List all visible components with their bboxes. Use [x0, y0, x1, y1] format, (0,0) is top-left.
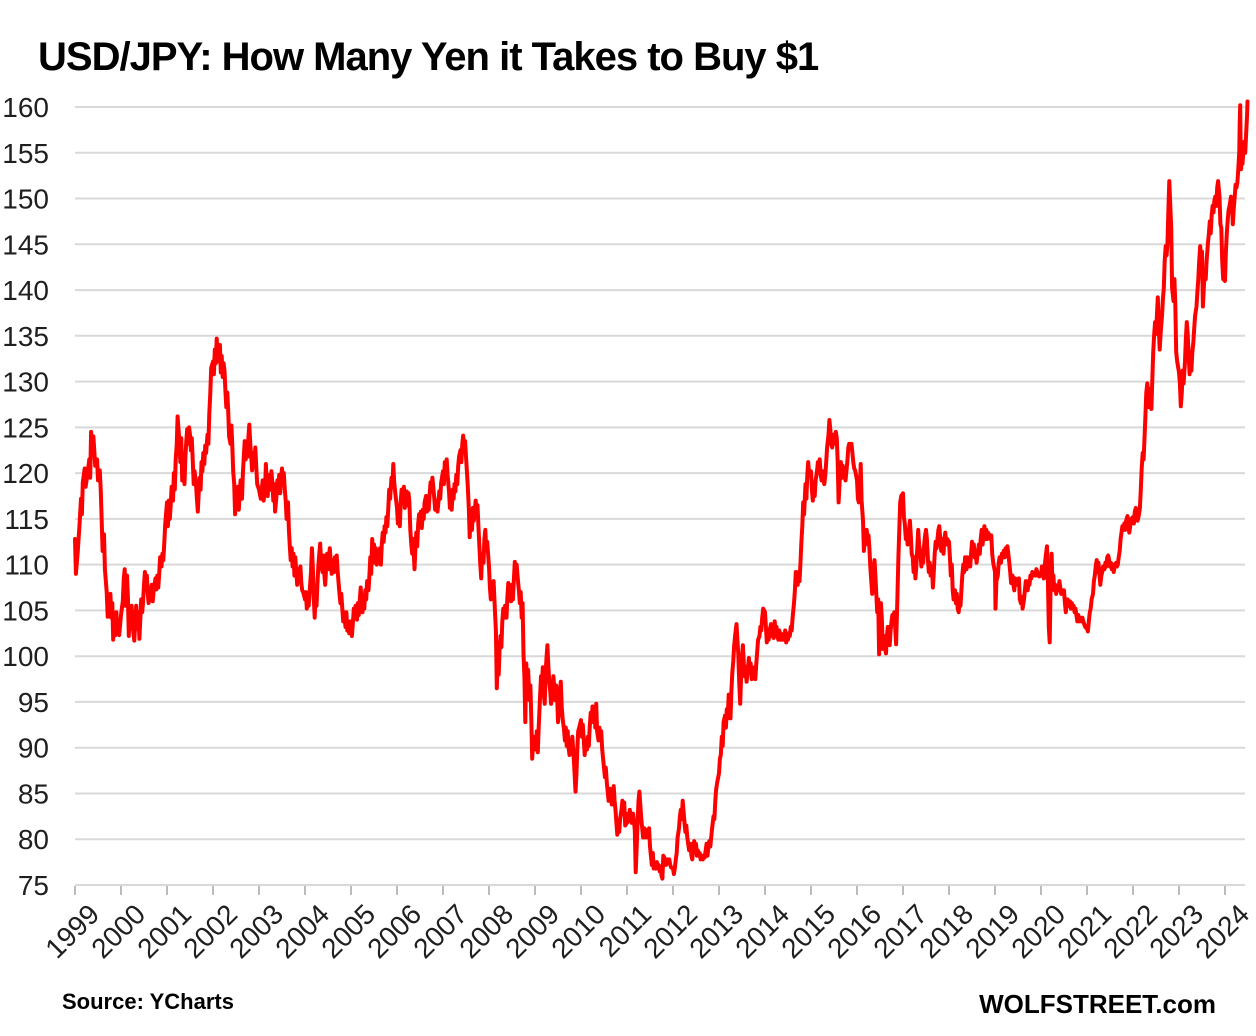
chart-title: USD/JPY: How Many Yen it Takes to Buy $1: [38, 35, 819, 79]
y-axis-label: 140: [2, 275, 49, 306]
y-axis-label: 110: [4, 550, 49, 581]
y-axis-label: 85: [18, 779, 49, 810]
y-axis-label: 90: [18, 733, 49, 764]
x-axis-label: 2024: [1189, 898, 1255, 964]
y-axis-label: 150: [2, 184, 49, 215]
y-axis-label: 115: [4, 504, 49, 535]
x-axis-labels: 1999200020012002200320042005200620072008…: [39, 898, 1255, 964]
y-axis-label: 135: [2, 321, 49, 352]
y-axis-label: 125: [2, 412, 49, 443]
y-axis-label: 130: [2, 367, 49, 398]
y-axis-label: 145: [2, 229, 49, 260]
y-axis-label: 100: [2, 641, 49, 672]
y-axis-label: 105: [2, 595, 49, 626]
y-axis-label: 160: [2, 92, 49, 123]
source-note: Source: YCharts: [62, 989, 234, 1014]
y-axis-label: 155: [2, 138, 49, 169]
y-axis-label: 75: [18, 870, 49, 901]
gridlines: [75, 106, 1245, 886]
y-axis-labels: 75 80 85 90 95 100 105 110 115 120 125 130 135 140 145…: [2, 92, 49, 901]
x-axis-ticks: [74, 886, 1226, 895]
y-axis-label: 80: [18, 824, 49, 855]
usdjpy-price-line: [73, 99, 1250, 881]
y-axis-label: 120: [2, 458, 49, 489]
y-axis-label: 95: [18, 687, 49, 718]
branding: WOLFSTREET.com: [979, 989, 1216, 1019]
